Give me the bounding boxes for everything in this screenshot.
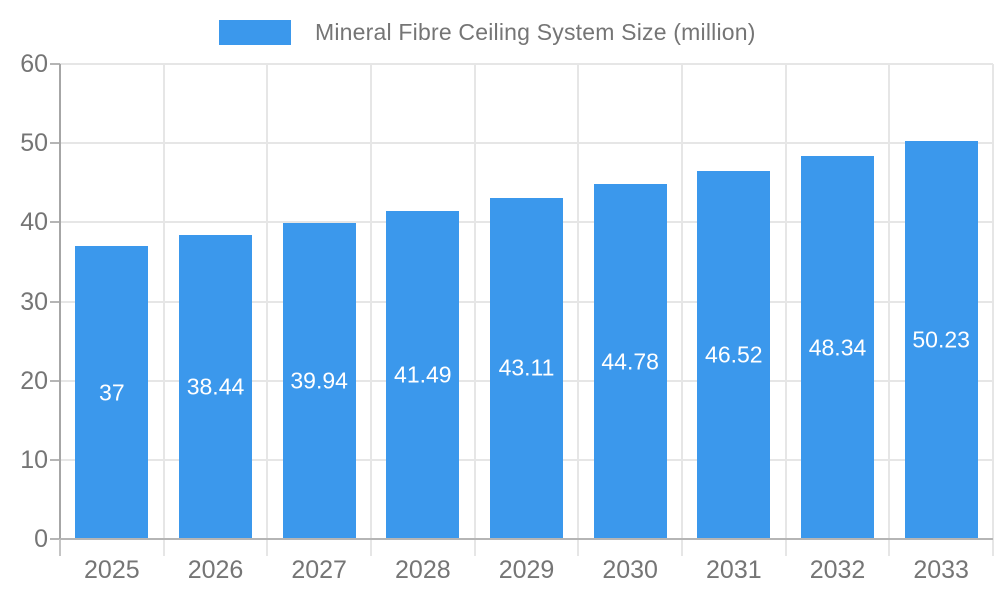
bar[interactable]: 43.11 [490,197,563,539]
bar-value-label: 46.52 [705,341,763,368]
y-tick-label: 10 [20,445,48,474]
bar-value-label: 43.11 [498,354,555,381]
bar-value-label: 39.94 [290,367,348,394]
x-axis-tick [473,539,476,556]
y-axis-tick [50,221,60,224]
y-tick-label: 30 [20,287,48,316]
bar-value-label: 41.49 [394,361,452,388]
x-tick-label: 2028 [395,556,451,584]
y-tick-label: 40 [20,208,48,237]
y-tick-label: 60 [20,50,48,78]
x-axis-tick [681,539,683,556]
gridline-vertical [992,64,994,539]
y-tick-label: 20 [20,366,48,395]
gridline-vertical [370,64,372,539]
gridline-vertical [681,64,683,539]
gridline-horizontal [60,63,993,65]
bar-value-label: 48.34 [808,334,867,361]
gridline-vertical [162,64,165,539]
y-axis-line [59,64,61,539]
bar[interactable]: 48.34 [801,156,874,539]
y-axis-tick [50,63,60,65]
x-tick-label: 2029 [498,556,555,584]
x-tick-label: 2033 [913,556,969,584]
x-axis-tick [992,539,994,556]
bar[interactable]: 44.78 [593,184,667,539]
bar-value-label: 37 [99,379,125,406]
x-tick-label: 2025 [84,556,140,584]
bar-value-label: 44.78 [601,348,659,375]
legend-swatch-icon [219,20,291,45]
bar[interactable]: 46.52 [697,170,771,539]
x-axis-tick [577,539,580,556]
y-axis-tick [50,142,60,145]
y-axis-tick [50,300,60,303]
x-tick-label: 2030 [602,556,658,584]
x-axis-tick [370,539,372,556]
x-axis-tick [784,539,787,556]
gridline-vertical [577,64,580,539]
y-axis-tick [50,379,60,382]
gridline-vertical [266,64,269,539]
x-axis-tick [162,539,165,556]
x-tick-label: 2032 [809,556,866,584]
bar[interactable]: 41.49 [386,210,460,539]
y-tick-label: 50 [20,129,48,158]
x-axis-tick [59,539,61,556]
x-tick-label: 2031 [706,556,762,584]
y-axis-tick [50,538,60,540]
legend-label: Mineral Fibre Ceiling System Size (milli… [315,19,756,45]
gridline-vertical [473,64,476,539]
x-axis-baseline [60,538,993,540]
x-axis-tick [266,539,269,556]
gridline-vertical [784,64,787,539]
bar[interactable]: 50.23 [904,141,978,539]
bar[interactable]: 37 [75,246,149,539]
bar[interactable]: 39.94 [282,222,356,539]
y-axis-tick [50,458,60,461]
y-tick-label: 0 [34,525,48,553]
gridline-horizontal [60,142,993,145]
bar-value-label: 38.44 [186,373,245,400]
bar-value-label: 50.23 [912,326,970,353]
x-axis-tick [888,539,891,556]
gridline-vertical [888,64,891,539]
x-tick-label: 2027 [291,556,347,584]
bar[interactable]: 38.44 [179,234,252,539]
x-tick-label: 2026 [187,556,244,584]
legend: Mineral Fibre Ceiling System Size (milli… [219,19,756,46]
